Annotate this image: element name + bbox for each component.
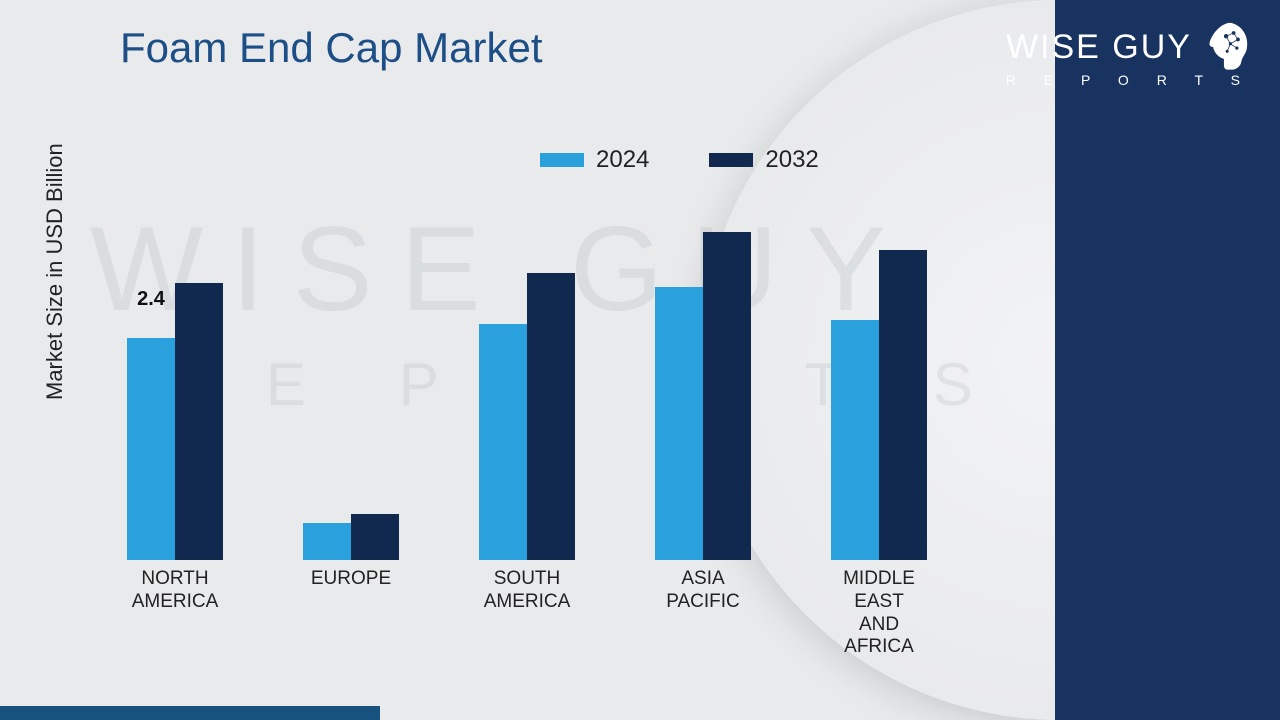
bar-2024 bbox=[831, 320, 879, 561]
logo-text-main: WISE GUY bbox=[1006, 28, 1192, 67]
category-label: SOUTHAMERICA bbox=[452, 568, 602, 614]
bar-2024 bbox=[303, 523, 351, 560]
legend-label-2024: 2024 bbox=[596, 146, 649, 174]
bar-2032 bbox=[351, 514, 399, 560]
bar-group: EUROPE bbox=[286, 190, 416, 560]
bar-2024 bbox=[127, 338, 175, 560]
bar-2032 bbox=[175, 283, 223, 561]
category-label: NORTHAMERICA bbox=[100, 568, 250, 614]
category-label: MIDDLEEASTANDAFRICA bbox=[804, 568, 954, 659]
infographic-stage: WISE GUY R E P O R T S WISE GUY R E P O … bbox=[0, 0, 1280, 720]
legend-item-2032: 2032 bbox=[709, 146, 818, 174]
right-panel bbox=[1055, 0, 1280, 720]
head-icon bbox=[1198, 20, 1252, 74]
brand-logo: WISE GUY R E P O R T S bbox=[1006, 20, 1252, 88]
bar-group: ASIAPACIFIC bbox=[638, 190, 768, 560]
chart-title: Foam End Cap Market bbox=[120, 24, 543, 72]
legend-item-2024: 2024 bbox=[540, 146, 649, 174]
bar-value-label: 2.4 bbox=[137, 288, 165, 311]
bar-group: SOUTHAMERICA bbox=[462, 190, 592, 560]
bar-group: MIDDLEEASTANDAFRICA bbox=[814, 190, 944, 560]
legend: 2024 2032 bbox=[540, 146, 819, 174]
bar-2032 bbox=[703, 232, 751, 560]
bar-2024 bbox=[479, 324, 527, 560]
legend-swatch-2024 bbox=[540, 153, 584, 167]
bottom-accent-bar bbox=[0, 706, 380, 720]
legend-swatch-2032 bbox=[709, 153, 753, 167]
bar-group: 2.4NORTHAMERICA bbox=[110, 190, 240, 560]
bar-2032 bbox=[527, 273, 575, 560]
category-label: EUROPE bbox=[276, 568, 426, 591]
bar-2024 bbox=[655, 287, 703, 560]
y-axis-label: Market Size in USD Billion bbox=[42, 143, 68, 400]
category-label: ASIAPACIFIC bbox=[628, 568, 778, 614]
legend-label-2032: 2032 bbox=[765, 146, 818, 174]
logo-text-sub: R E P O R T S bbox=[1006, 72, 1252, 88]
plot-area: 2.4NORTHAMERICA EUROPE SOUTHAMERICA ASIAPAC… bbox=[110, 190, 1010, 560]
bar-2032 bbox=[879, 250, 927, 560]
bar-chart: Market Size in USD Billion 2024 2032 2.4… bbox=[60, 150, 1030, 670]
